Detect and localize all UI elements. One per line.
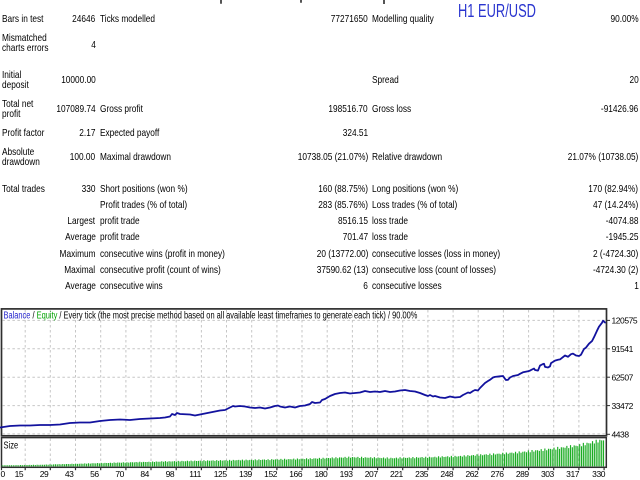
svg-text:221: 221 xyxy=(390,469,404,479)
svg-text:84: 84 xyxy=(140,469,149,479)
svg-text:111: 111 xyxy=(189,469,201,479)
svg-text:235: 235 xyxy=(415,469,429,479)
svg-text:70: 70 xyxy=(115,469,124,479)
svg-text:166: 166 xyxy=(289,469,303,479)
svg-text:207: 207 xyxy=(365,469,379,479)
svg-text:29: 29 xyxy=(40,469,49,479)
svg-text:330: 330 xyxy=(592,469,606,479)
svg-text:43: 43 xyxy=(65,469,74,479)
svg-text:125: 125 xyxy=(214,469,228,479)
svg-text:98: 98 xyxy=(166,469,175,479)
svg-text:152: 152 xyxy=(264,469,278,479)
svg-text:33472: 33472 xyxy=(612,401,634,411)
svg-text:15: 15 xyxy=(15,469,24,479)
svg-text:262: 262 xyxy=(465,469,479,479)
svg-text:Size: Size xyxy=(4,439,19,450)
svg-text:303: 303 xyxy=(541,469,555,479)
svg-text:248: 248 xyxy=(440,469,454,479)
svg-text:289: 289 xyxy=(516,469,530,479)
svg-text:91541: 91541 xyxy=(612,344,634,354)
svg-text:276: 276 xyxy=(491,469,505,479)
svg-text:139: 139 xyxy=(239,469,253,479)
svg-text:4438: 4438 xyxy=(612,430,630,440)
svg-text:56: 56 xyxy=(90,469,99,479)
svg-text:193: 193 xyxy=(340,469,354,479)
svg-text:180: 180 xyxy=(314,469,328,479)
svg-text:62507: 62507 xyxy=(612,372,634,382)
svg-text:Balance / Equity / Every tick: Balance / Equity / Every tick (the most … xyxy=(4,309,418,321)
svg-text:0: 0 xyxy=(1,469,6,479)
svg-text:120575: 120575 xyxy=(612,316,638,326)
svg-text:317: 317 xyxy=(566,469,580,479)
